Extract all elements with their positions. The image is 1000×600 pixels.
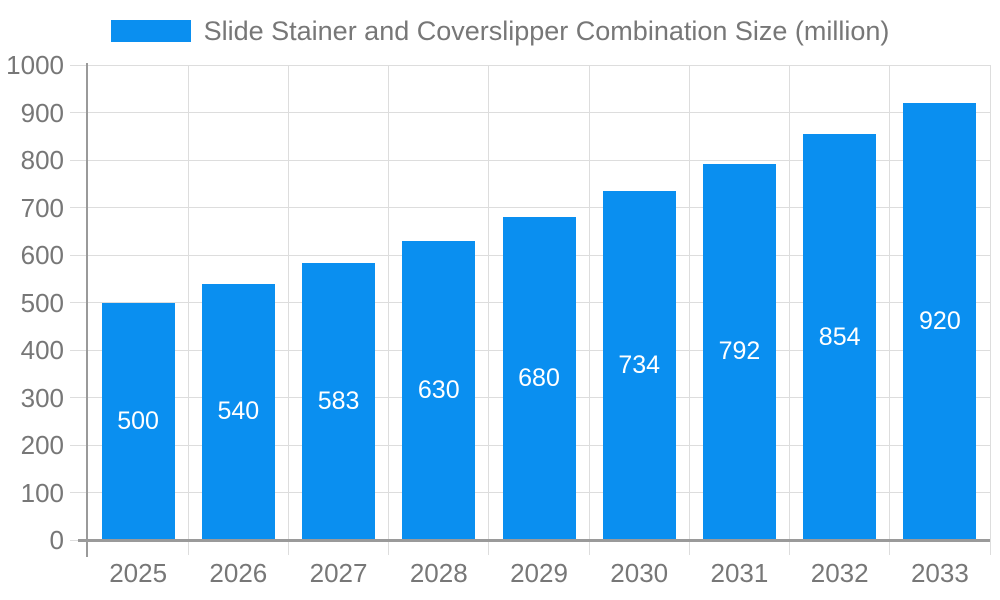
x-gridline [688,65,690,555]
y-axis-tick-label: 1000 [6,50,64,80]
x-axis-tick-label: 2032 [810,558,869,588]
y-axis-tick-label: 200 [20,430,64,460]
bar[interactable]: 540 [201,283,275,540]
y-axis-tick-label: 0 [49,525,64,555]
y-gridline [70,112,990,113]
y-axis-tick-label: 800 [20,145,64,175]
x-axis-tick-label: 2033 [910,558,969,588]
legend-item[interactable]: Slide Stainer and Coverslipper Combinati… [110,15,890,47]
bar[interactable]: 792 [702,163,776,540]
x-gridline [989,65,991,555]
x-axis-line [78,539,990,542]
bar[interactable]: 680 [502,217,576,540]
y-axis-tick-label: 500 [20,287,64,318]
bar-value-label: 680 [518,364,560,392]
x-gridline [388,65,390,555]
y-axis-tick-label: 600 [20,240,64,270]
x-gridline [488,65,490,555]
y-axis-tick-label: 300 [20,382,64,413]
legend-swatch [110,20,191,42]
bar[interactable]: 630 [402,240,476,540]
bar[interactable]: 500 [101,302,175,540]
x-axis-tick-label: 2025 [109,558,168,588]
legend-label: Slide Stainer and Coverslipper Combinati… [203,15,890,46]
x-axis-tick-label: 2029 [510,558,568,588]
y-axis-tick-label: 400 [20,335,64,365]
bar-value-label: 630 [417,375,460,404]
y-axis-tick-label: 100 [20,477,64,508]
bar[interactable]: 920 [903,103,977,540]
bar-value-label: 583 [317,387,360,416]
legend: Slide Stainer and Coverslipper Combinati… [0,0,1000,62]
y-axis-tick-label: 700 [20,192,64,223]
x-gridline [889,65,891,555]
bar-value-label: 920 [919,307,961,335]
plot-area: 0 100 200 300 400 500 600 700 800 900 1000 2025 500 2… [6,52,991,588]
x-axis-tick-label: 2027 [309,558,368,588]
x-gridline [287,65,289,555]
y-axis-tick-label: 900 [20,97,64,128]
x-axis-tick-label: 2028 [409,558,468,588]
x-gridline [588,65,590,555]
bar-value-label: 792 [718,337,761,366]
bar-value-label: 540 [217,397,260,426]
bar[interactable]: 854 [803,134,877,540]
y-axis-line [86,63,88,557]
x-axis-tick-label: 2031 [710,558,769,588]
x-axis-tick-label: 2026 [209,558,268,588]
x-gridline [187,65,189,555]
x-gridline [789,65,791,555]
bar-value-label: 854 [818,322,861,351]
bar-value-label: 500 [117,406,159,435]
bar-value-label: 734 [618,351,661,380]
y-gridline [70,159,990,161]
bar[interactable]: 583 [302,263,376,540]
y-gridline [70,64,990,66]
x-axis-tick-label: 2030 [610,558,669,588]
bar[interactable]: 734 [602,191,676,540]
y-gridline [70,207,990,208]
